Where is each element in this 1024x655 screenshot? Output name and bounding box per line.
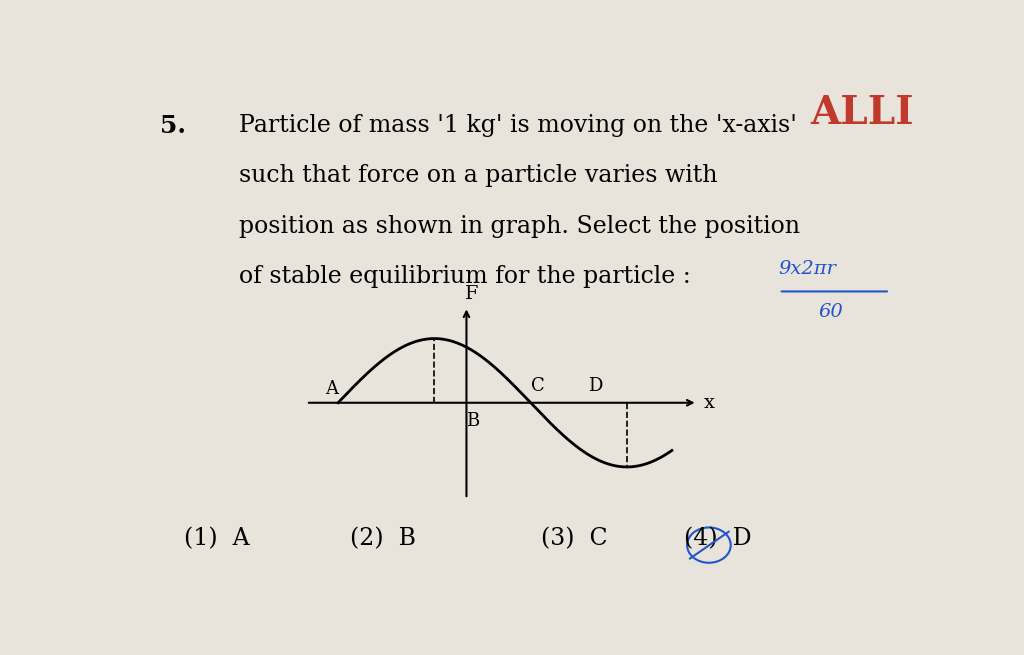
Text: 60: 60 bbox=[818, 303, 843, 321]
Text: A: A bbox=[325, 380, 338, 398]
Text: (3)  C: (3) C bbox=[541, 527, 607, 550]
Text: ALLI: ALLI bbox=[810, 94, 913, 132]
Text: Particle of mass '1 kg' is moving on the 'x-axis': Particle of mass '1 kg' is moving on the… bbox=[240, 114, 797, 137]
Text: position as shown in graph. Select the position: position as shown in graph. Select the p… bbox=[240, 215, 800, 238]
Text: 9x2πr: 9x2πr bbox=[778, 260, 837, 278]
Text: C: C bbox=[530, 377, 545, 395]
Text: B: B bbox=[466, 413, 479, 430]
Text: such that force on a particle varies with: such that force on a particle varies wit… bbox=[240, 164, 718, 187]
Text: 5.: 5. bbox=[160, 114, 185, 138]
Text: F: F bbox=[465, 286, 478, 303]
Text: (1)  A: (1) A bbox=[183, 527, 249, 550]
Text: x: x bbox=[703, 394, 715, 412]
Text: D: D bbox=[589, 377, 603, 395]
Text: (4)  D: (4) D bbox=[684, 527, 752, 550]
Text: of stable equilibrium for the particle :: of stable equilibrium for the particle : bbox=[240, 265, 691, 288]
Text: (2)  B: (2) B bbox=[350, 527, 416, 550]
